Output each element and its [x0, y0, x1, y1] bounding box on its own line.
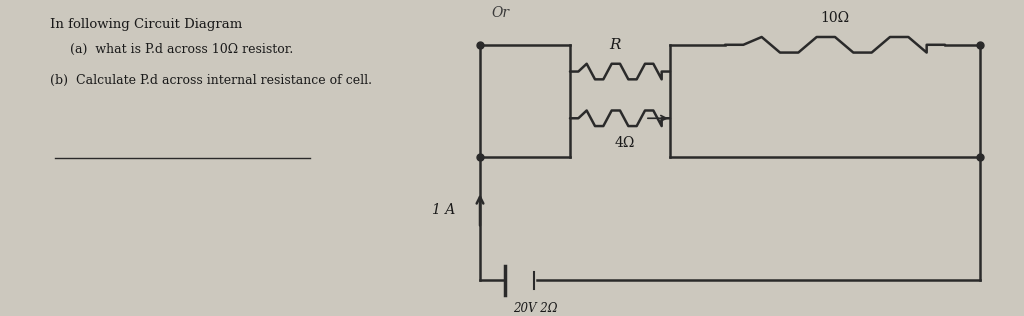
Text: (a)  what is P.d across 10Ω resistor.: (a) what is P.d across 10Ω resistor.	[70, 43, 293, 56]
Text: 10Ω: 10Ω	[820, 11, 850, 25]
Text: Or: Or	[490, 6, 509, 20]
Text: R: R	[609, 38, 621, 52]
Text: 4Ω: 4Ω	[614, 136, 635, 150]
Text: In following Circuit Diagram: In following Circuit Diagram	[50, 17, 243, 31]
Text: (b)  Calculate P.d across internal resistance of cell.: (b) Calculate P.d across internal resist…	[50, 74, 372, 87]
Text: 20V 2Ω: 20V 2Ω	[513, 302, 557, 315]
Text: 1 A: 1 A	[432, 203, 455, 217]
